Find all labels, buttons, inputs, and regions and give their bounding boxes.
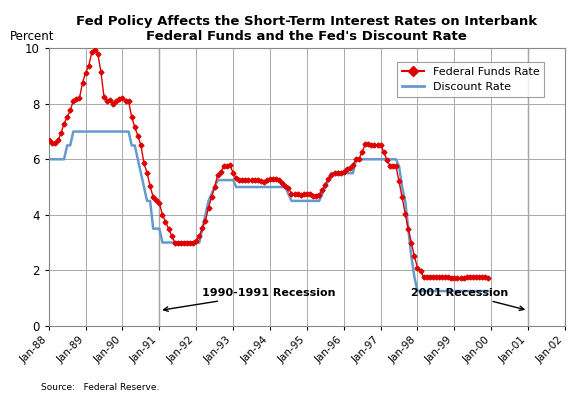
Text: 2001 Recession: 2001 Recession	[411, 288, 524, 310]
Title: Fed Policy Affects the Short-Term Interest Rates on Interbank
Federal Funds and : Fed Policy Affects the Short-Term Intere…	[77, 15, 538, 43]
Text: Source:   Federal Reserve.: Source: Federal Reserve.	[41, 383, 159, 392]
Text: Percent: Percent	[10, 30, 55, 43]
Legend: Federal Funds Rate, Discount Rate: Federal Funds Rate, Discount Rate	[397, 62, 544, 97]
Text: 1990-1991 Recession: 1990-1991 Recession	[164, 288, 336, 311]
